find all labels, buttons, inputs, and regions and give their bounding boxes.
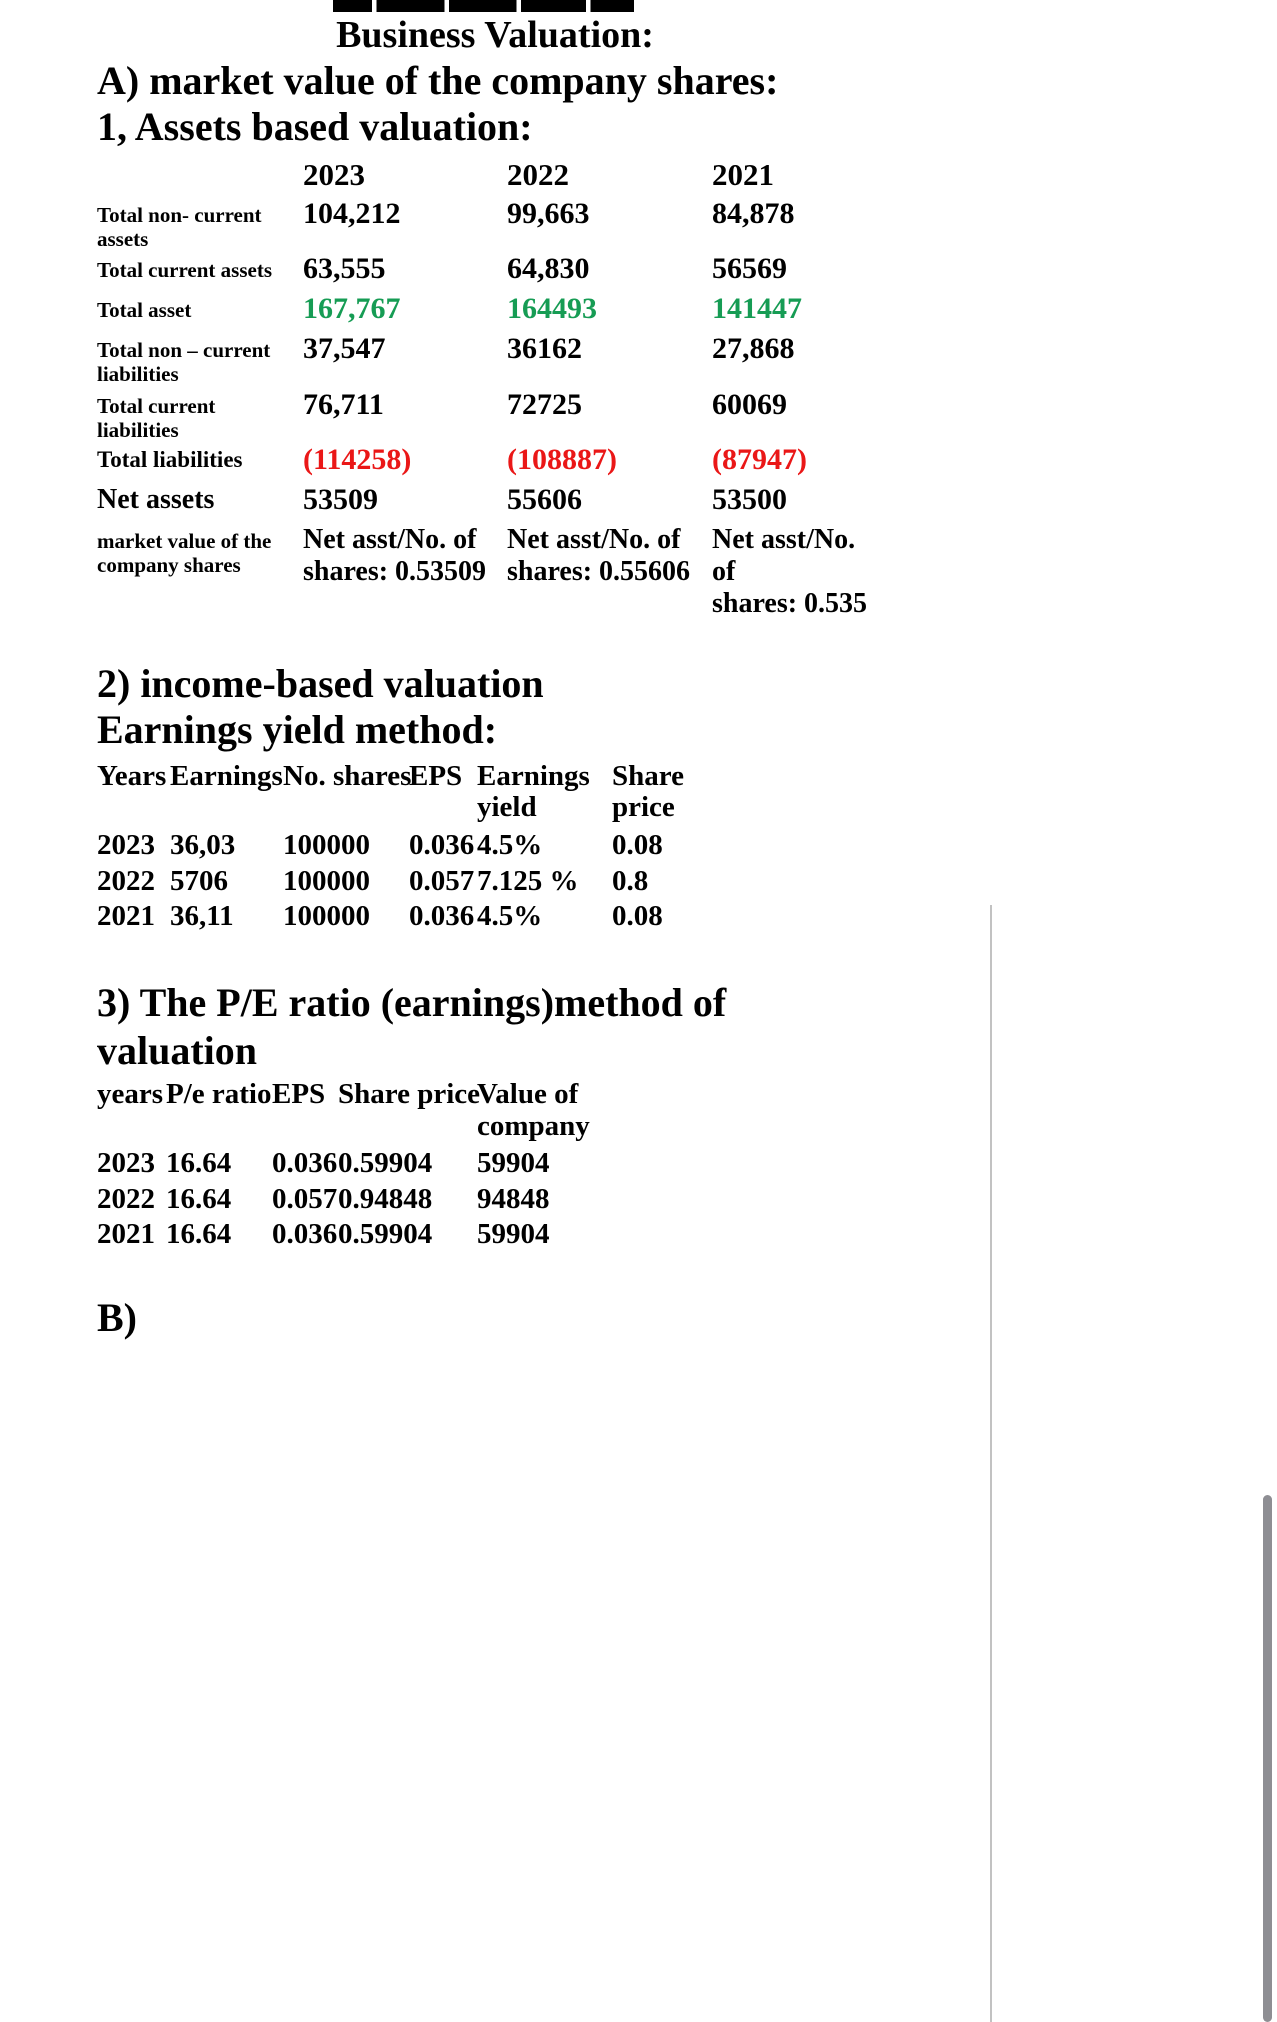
- assets-value-total-asset: 167,767: [303, 292, 401, 326]
- earnings-cell: 2022: [97, 864, 155, 897]
- earnings-cell: 4.5%: [477, 900, 543, 933]
- assets-row-label: Total asset: [97, 298, 192, 323]
- assets-value: 37,547: [303, 332, 386, 366]
- year-header-spacer: [97, 158, 303, 198]
- earnings-header-cell: No. shares: [283, 759, 412, 792]
- assets-valuation-heading: 1, Assets based valuation:: [97, 103, 533, 149]
- pe-cell: 59904: [477, 1147, 550, 1180]
- earnings-cell: 4.5%: [477, 829, 543, 862]
- earnings-header-cell: Earnings: [170, 759, 283, 792]
- earnings-cell: 5706: [170, 864, 228, 897]
- earnings-cell: 0.08: [612, 900, 663, 933]
- assets-value: 99,663: [507, 196, 590, 230]
- assets-row-label: Total non – current liabilities: [97, 338, 271, 387]
- pe-cell: 0.59904: [338, 1147, 433, 1180]
- earnings-cell: 36,11: [170, 900, 234, 933]
- earnings-header-cell: Earnings yield: [477, 759, 590, 824]
- pe-cell: 0.94848: [338, 1182, 433, 1215]
- cropped-heading-fragment: [333, 0, 634, 12]
- section-a-heading: A) market value of the company shares:: [97, 57, 779, 103]
- section-3-heading: 3) The P/E ratio (earnings)method of val…: [97, 979, 727, 1073]
- assets-value: 55606: [507, 482, 582, 516]
- pe-cell: 0.59904: [338, 1218, 433, 1251]
- assets-row-label: Total current assets: [97, 258, 272, 283]
- earnings-cell: 100000: [283, 829, 370, 862]
- pe-cell: 0.036: [272, 1147, 338, 1180]
- assets-value: 63,555: [303, 252, 386, 286]
- section-b-heading: B): [97, 1294, 137, 1340]
- section-2-heading: 2) income-based valuation: [97, 660, 544, 706]
- pe-header-cell: P/e ratio: [166, 1077, 272, 1110]
- assets-value-market-value: Net asst/No. of shares: 0.535: [712, 524, 868, 620]
- earnings-cell: 36,03: [170, 829, 236, 862]
- page-edge-divider: [990, 905, 992, 2022]
- assets-value: 53509: [303, 482, 378, 516]
- pe-cell: 16.64: [166, 1147, 232, 1180]
- pe-ratio-table: years P/e ratio EPS Share price Value of…: [97, 1077, 990, 1255]
- earnings-header-cell: Share price: [612, 759, 684, 824]
- scrollbar-thumb[interactable]: [1263, 1495, 1272, 2022]
- pe-cell: 2021: [97, 1218, 155, 1251]
- assets-row-label: Net assets: [97, 483, 215, 515]
- assets-value-total-asset: 141447: [712, 292, 802, 326]
- pe-cell: 59904: [477, 1218, 550, 1251]
- assets-value: 76,711: [303, 387, 384, 421]
- assets-value: 64,830: [507, 252, 590, 286]
- assets-value-total-liabilities: (108887): [507, 442, 617, 476]
- earnings-cell: 2021: [97, 900, 155, 933]
- pe-header-cell: EPS: [272, 1077, 326, 1110]
- assets-value-total-asset: 164493: [507, 292, 597, 326]
- assets-valuation-table: 2023 2022 2021 Total non- current assets…: [97, 156, 990, 631]
- pe-cell: 0.036: [272, 1218, 338, 1251]
- assets-value: 60069: [712, 387, 787, 421]
- earnings-cell: 0.08: [612, 829, 663, 862]
- assets-value-market-value: Net asst/No. of shares: 0.53509: [303, 524, 487, 588]
- assets-row-label: market value of the company shares: [97, 529, 272, 578]
- assets-row-label: Total current liabilities: [97, 393, 216, 442]
- earnings-cell: 0.8: [612, 864, 649, 897]
- document-page: Business Valuation: A) market value of t…: [0, 14, 990, 1341]
- assets-value: 104,212: [303, 196, 401, 230]
- earnings-cell: 0.036: [409, 829, 475, 862]
- earnings-cell: 0.057: [409, 864, 475, 897]
- pe-cell: 0.057: [272, 1182, 338, 1215]
- earnings-yield-table: Years Earnings No. shares EPS Earnings y…: [97, 759, 990, 937]
- year-header-2021: 2021: [712, 156, 774, 192]
- assets-value: 53500: [712, 482, 787, 516]
- pe-cell: 2022: [97, 1182, 155, 1215]
- assets-row-label: Total liabilities: [97, 446, 243, 472]
- earnings-cell: 100000: [283, 900, 370, 933]
- assets-value: 56569: [712, 252, 787, 286]
- pe-cell: 94848: [477, 1182, 550, 1215]
- assets-value: 84,878: [712, 196, 795, 230]
- earnings-cell: 7.125 %: [477, 864, 579, 897]
- assets-value: 72725: [507, 387, 582, 421]
- assets-value-market-value: Net asst/No. of shares: 0.55606: [507, 524, 691, 588]
- pe-header-cell: Value of company: [477, 1077, 590, 1142]
- earnings-cell: 0.036: [409, 900, 475, 933]
- assets-value-total-liabilities: (114258): [303, 442, 412, 476]
- pe-cell: 2023: [97, 1147, 155, 1180]
- earnings-yield-heading: Earnings yield method:: [97, 706, 498, 752]
- pe-cell: 16.64: [166, 1182, 232, 1215]
- pe-header-cell: Share price: [338, 1077, 481, 1110]
- doc-content: A) market value of the company shares: 1…: [0, 58, 990, 1341]
- assets-value: 36162: [507, 332, 582, 366]
- earnings-header-cell: Years: [97, 759, 167, 792]
- pe-header-cell: years: [97, 1077, 164, 1110]
- earnings-cell: 100000: [283, 864, 370, 897]
- assets-row-label: Total non- current assets: [97, 202, 262, 251]
- year-header-2023: 2023: [303, 156, 365, 192]
- earnings-cell: 2023: [97, 829, 155, 862]
- earnings-header-cell: EPS: [409, 759, 463, 792]
- pe-cell: 16.64: [166, 1218, 232, 1251]
- year-header-2022: 2022: [507, 156, 569, 192]
- assets-value: 27,868: [712, 332, 795, 366]
- doc-title: Business Valuation:: [336, 14, 654, 56]
- assets-value-total-liabilities: (87947): [712, 442, 807, 476]
